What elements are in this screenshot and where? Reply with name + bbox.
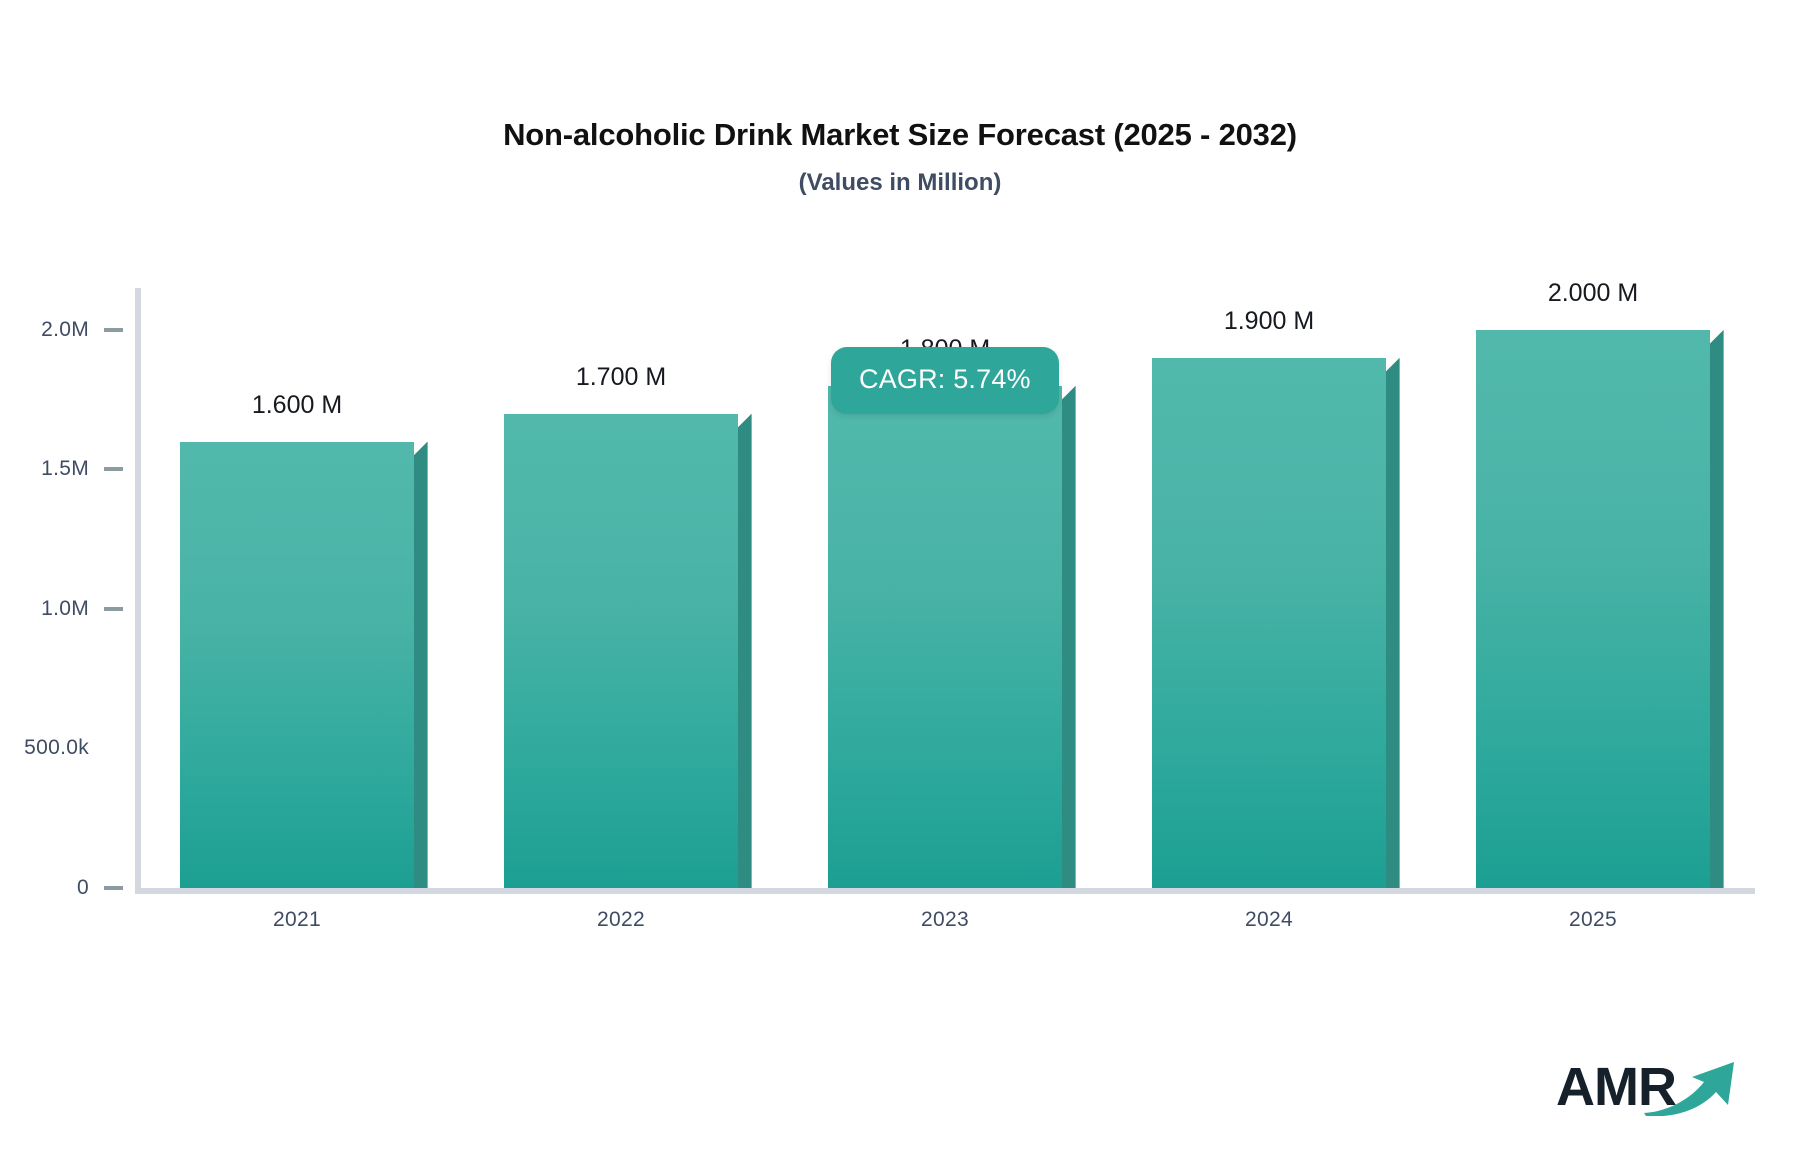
x-axis-tick-label: 2024: [1245, 908, 1293, 931]
y-axis-tick-rail: 0 500.0k 1.0M 1.5M 2.0M: [0, 288, 135, 899]
bar-side-face: [1061, 385, 1076, 888]
y-axis-tick: 500.0k: [24, 736, 135, 760]
bar[interactable]: [1476, 329, 1724, 888]
bar-slot: 2.000 M 2025: [1431, 279, 1755, 931]
bar[interactable]: [504, 413, 752, 888]
y-axis-tick-label: 0: [77, 876, 89, 899]
bar-side-face: [737, 413, 752, 888]
amr-logo: AMR: [1556, 1042, 1736, 1120]
bar-value-label: 1.600 M: [251, 390, 343, 419]
bar[interactable]: [180, 441, 428, 888]
y-axis-tick-label: 1.0M: [41, 596, 89, 620]
bar-slot: 1.700 M 2022: [459, 288, 783, 931]
bar[interactable]: [828, 385, 1076, 888]
bar-front-face: [180, 441, 414, 888]
bar-side-face: [1385, 357, 1400, 888]
growth-arrow-icon: [1644, 1062, 1734, 1116]
chart-subtitle: (Values in Million): [798, 169, 1002, 197]
bar-slot: 1.600 M 2021: [135, 288, 459, 931]
y-axis-tick-label: 2.0M: [41, 317, 89, 341]
bar-front-face: [828, 385, 1062, 888]
y-axis-tick-label: 500.0k: [24, 736, 89, 760]
bar-front-face: [1152, 357, 1386, 888]
bar-side-face: [413, 441, 428, 888]
bar-front-face: [1476, 329, 1710, 888]
title-block: Non-alcoholic Drink Market Size Forecast…: [0, 117, 1800, 197]
y-axis-tick-dash: [104, 886, 123, 890]
amr-logo-text: AMR: [1556, 1057, 1677, 1117]
x-axis-tick-label: 2025: [1569, 908, 1617, 931]
y-axis-tick-dash: [104, 327, 123, 332]
y-axis-line: [135, 288, 141, 888]
y-axis-tick-dash: [104, 746, 123, 750]
y-axis-tick: 0: [77, 876, 135, 900]
bar-value-label: 1.900 M: [1223, 306, 1315, 335]
x-axis-tick-label: 2022: [597, 908, 645, 931]
chart-title: Non-alcoholic Drink Market Size Forecast…: [503, 117, 1297, 152]
x-axis-tick-label: 2021: [273, 908, 321, 931]
y-axis-tick: 1.0M: [41, 597, 135, 621]
x-axis-line: [135, 888, 1755, 894]
bar-front-face: [504, 413, 738, 888]
bar-value-label: 2.000 M: [1547, 278, 1639, 307]
y-axis-tick-label: 1.5M: [41, 457, 89, 481]
y-axis-tick-dash: [104, 606, 123, 611]
y-axis-tick: 2.0M: [41, 318, 135, 342]
y-axis-tick: 1.5M: [41, 457, 135, 481]
x-axis-tick-label: 2023: [921, 908, 969, 931]
bar-value-label: 1.700 M: [575, 362, 667, 391]
bar-slot: 1.900 M 2024: [1107, 288, 1431, 931]
cagr-badge: CAGR: 5.74%: [831, 346, 1059, 414]
bar[interactable]: [1152, 357, 1400, 888]
y-axis-tick-dash: [104, 467, 123, 472]
bar-side-face: [1709, 329, 1724, 888]
